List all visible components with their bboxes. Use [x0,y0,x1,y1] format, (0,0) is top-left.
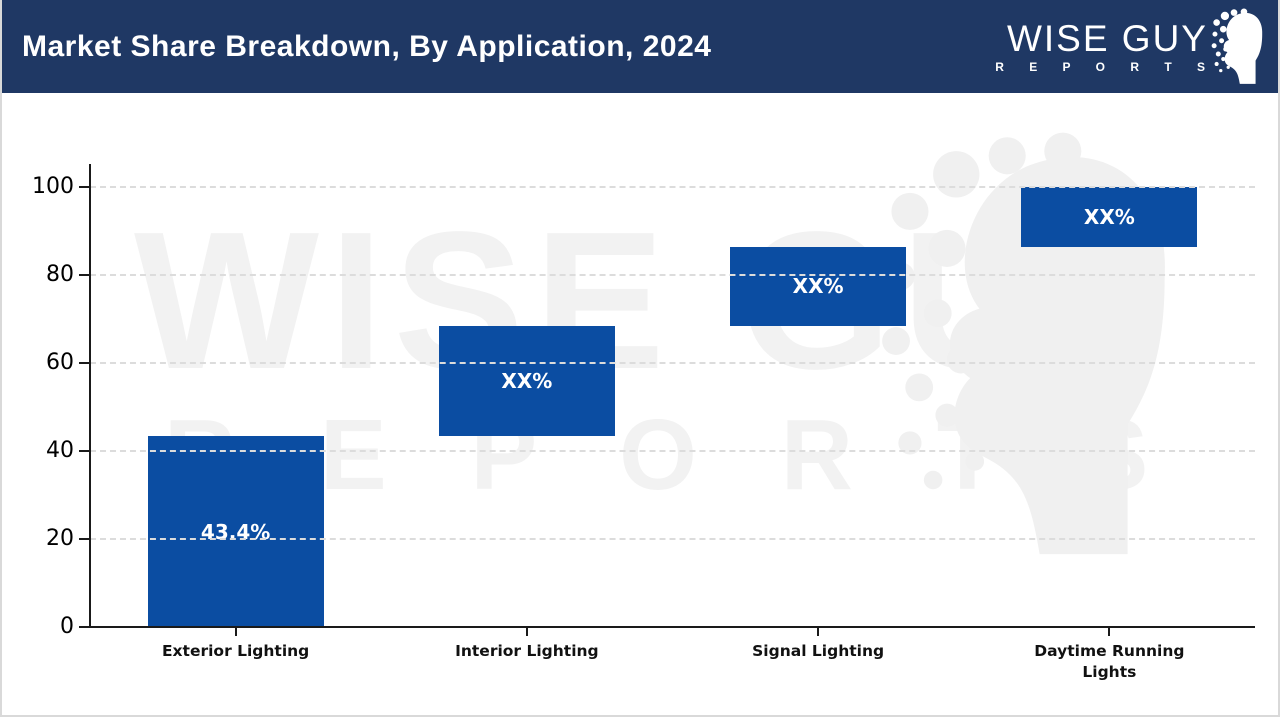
x-axis-line [89,626,1255,628]
y-tick-label-20: 20 [46,526,74,551]
logo-wordmark: WISE GUY [1006,17,1208,59]
gridline-80 [90,274,1255,276]
y-axis-line [89,164,91,628]
bar-value-label: XX% [792,274,844,299]
logo-face-icon [1211,7,1263,84]
wiseguy-logo: WISE GUY R E P O R T S [995,7,1268,87]
y-tickmark-20 [79,538,89,540]
bar-value-label: XX% [501,369,553,394]
category-label-2: Signal Lighting [752,642,885,660]
watermark-face-icon [882,132,1165,555]
y-tick-label-80: 80 [46,262,74,287]
bar-interior-lighting: XX% [438,326,615,437]
y-tick-label-60: 60 [46,350,74,375]
x-tickmark-0 [234,628,237,636]
y-tick-label-0: 0 [60,614,74,639]
y-tickmark-40 [79,450,89,452]
bar-daytime-running-lights: XX% [1021,187,1198,247]
x-tickmark-3 [1108,628,1111,636]
x-tickmark-1 [525,628,528,636]
y-tickmark-80 [79,274,89,276]
bar-exterior-lighting: 43.4% [147,436,324,627]
logo-subtext: R E P O R T S [995,59,1216,74]
plot-area: 0 20 40 60 80 100 43.4% Exterior Lighting XX% Int… [2,93,1278,715]
category-label-0: Exterior Lighting [161,642,310,660]
x-tickmark-2 [817,628,820,636]
bar-signal-lighting: XX% [730,246,907,327]
y-tick-label-100: 100 [32,174,74,199]
y-tickmark-0 [79,626,89,628]
gridline-40 [90,450,1255,452]
category-label-3: Daytime Running Lights [1034,642,1185,681]
y-tick-label-40: 40 [46,438,74,463]
header: Market Share Breakdown, By Application, … [2,0,1278,93]
gridline-60 [90,362,1255,364]
gridline-20 [90,538,1255,540]
y-tickmark-60 [79,362,89,364]
page-title: Market Share Breakdown, By Application, … [22,29,712,63]
category-label-1: Interior Lighting [455,642,599,660]
gridline-100 [90,186,1255,188]
bar-value-label: XX% [1083,204,1135,229]
y-tickmark-100 [79,186,89,188]
